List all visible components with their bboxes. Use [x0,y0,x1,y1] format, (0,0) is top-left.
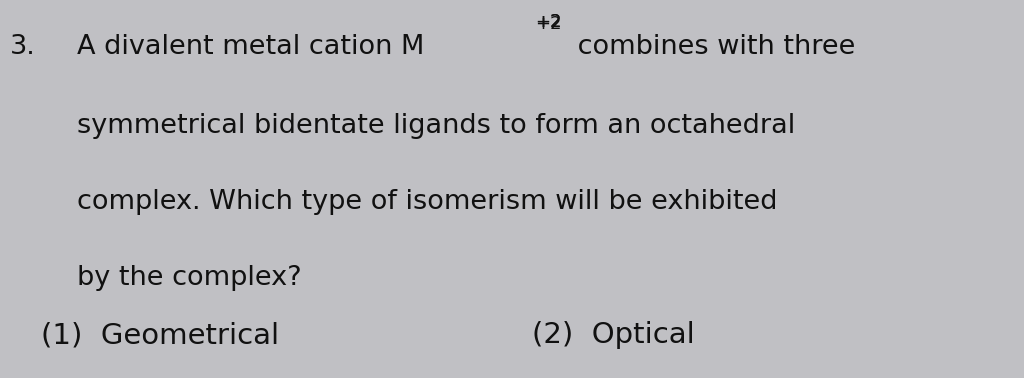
Text: +2: +2 [535,13,561,31]
Text: by the complex?: by the complex? [77,265,301,291]
Text: (2)  Optical: (2) Optical [532,321,695,349]
Text: 3.: 3. [10,34,36,60]
Text: +2: +2 [535,15,561,33]
Text: A divalent metal cation M: A divalent metal cation M [77,34,424,60]
Text: complex. Which type of isomerism will be exhibited: complex. Which type of isomerism will be… [77,189,777,215]
Text: combines with three: combines with three [569,34,855,60]
Text: +2: +2 [535,13,561,31]
Text: (1)  Geometrical: (1) Geometrical [41,321,280,349]
Text: symmetrical bidentate ligands to form an octahedral: symmetrical bidentate ligands to form an… [77,113,795,139]
